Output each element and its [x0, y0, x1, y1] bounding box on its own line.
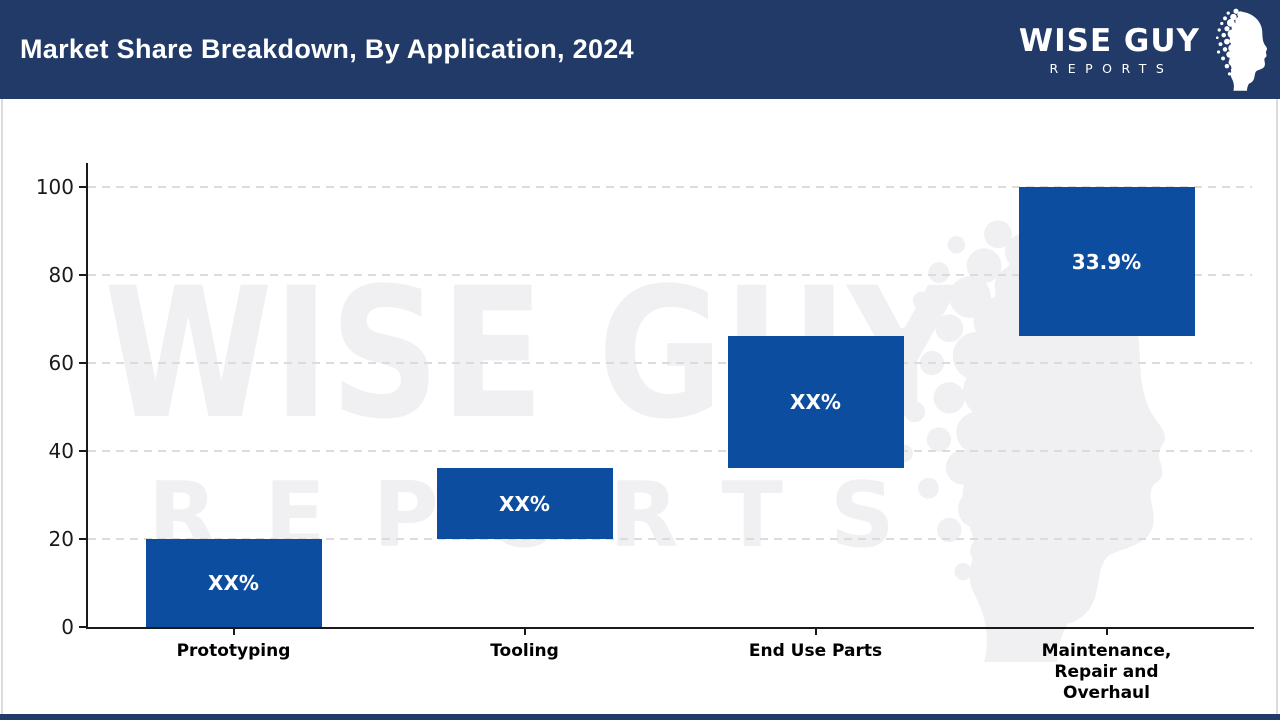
bar-segment: 33.9% [1018, 187, 1195, 337]
category-label: Maintenance, Repair and Overhaul [977, 641, 1237, 704]
category-label: Prototyping [104, 641, 364, 662]
y-axis-line [86, 163, 88, 629]
y-tick-label: 40 [48, 439, 74, 463]
y-tick-mark [79, 626, 87, 628]
bar-segment: XX% [145, 539, 322, 627]
footer-bar [0, 714, 1280, 720]
x-axis-line [86, 627, 1254, 629]
x-tick-mark [232, 629, 235, 635]
category-label-line: Prototyping [176, 641, 291, 661]
bar-segment: XX% [727, 336, 904, 469]
y-tick-mark [79, 274, 87, 276]
gridline-y40 [88, 450, 1252, 452]
category-label: End Use Parts [686, 641, 946, 662]
y-tick-label: 0 [61, 615, 74, 639]
bar-value-label: 33.9% [1071, 249, 1142, 274]
y-tick-label: 80 [48, 263, 74, 287]
bar-value-label: XX% [790, 390, 841, 415]
y-tick-mark [79, 362, 87, 364]
left-border-line [1, 99, 3, 714]
header-bar: Market Share Breakdown, By Application, … [0, 0, 1280, 99]
x-tick-mark [523, 629, 526, 635]
brand-logo: WISE GUY REPORTS [1019, 8, 1270, 92]
logo-sub-text: REPORTS [1049, 60, 1174, 76]
y-tick-label: 20 [48, 527, 74, 551]
chart-title: Market Share Breakdown, By Application, … [20, 34, 634, 64]
right-border-line [1276, 99, 1278, 714]
y-tick-label: 60 [48, 351, 74, 375]
bar-segment: XX% [436, 468, 613, 539]
bar-value-label: XX% [208, 571, 259, 595]
bar-chart-plot: 0 20 40 60 80 100 XX% Prototyping XX% Tooling XX% E… [0, 99, 1280, 714]
category-label: Tooling [395, 641, 655, 662]
y-tick-label: 100 [35, 175, 74, 199]
bar-value-label: XX% [499, 491, 550, 516]
gridline-y80 [88, 274, 1252, 276]
y-tick-mark [79, 450, 87, 452]
x-tick-mark [814, 629, 817, 635]
logo-brand-text: WISE GUY [1018, 22, 1200, 59]
chart-area: WISE GUY REPORTS 020406080100XX%Prototyp… [0, 99, 1280, 714]
category-label-line: End Use Parts [748, 641, 883, 661]
gridline-y100 [88, 186, 1252, 188]
gridline-y20 [88, 538, 1252, 540]
y-tick-mark [79, 538, 87, 540]
category-label-line: Overhaul [1063, 683, 1150, 703]
gridline-y60 [88, 362, 1252, 364]
category-label-line: Maintenance, [1041, 641, 1172, 661]
category-label-line: Tooling [490, 641, 559, 661]
logo-text: WISE GUY REPORTS [1019, 24, 1200, 76]
y-tick-mark [79, 186, 87, 188]
head-silhouette-icon [1215, 8, 1268, 91]
x-tick-mark [1105, 629, 1108, 635]
category-label-line: Repair and [1054, 662, 1159, 682]
